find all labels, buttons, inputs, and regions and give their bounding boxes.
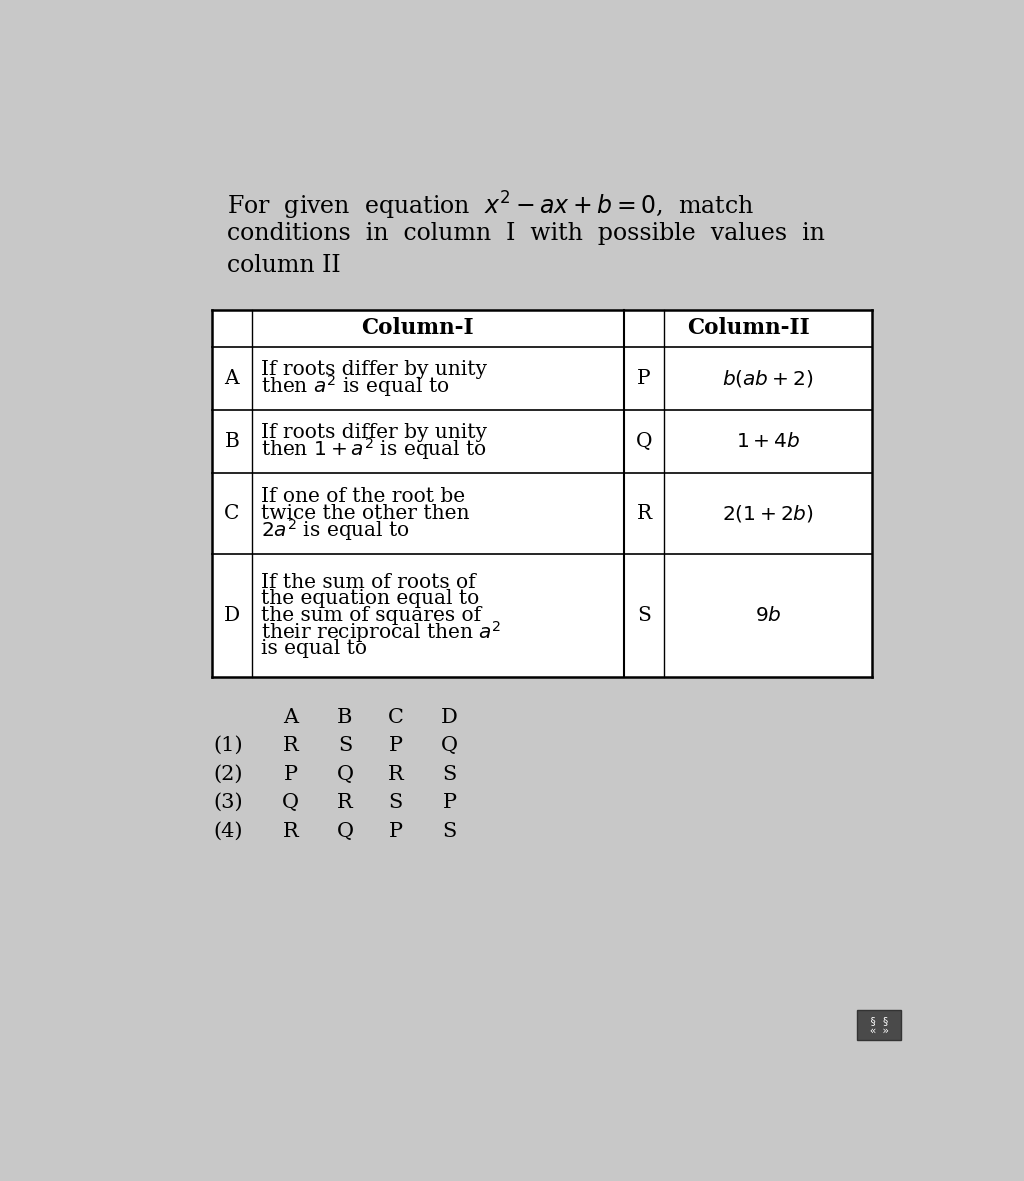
Text: R: R — [637, 504, 651, 523]
Text: D: D — [441, 707, 458, 726]
Text: Q: Q — [337, 764, 353, 784]
Text: « »: « » — [869, 1026, 889, 1036]
Text: Column-I: Column-I — [361, 317, 474, 339]
Text: the sum of squares of: the sum of squares of — [261, 606, 481, 625]
Text: R: R — [337, 794, 353, 813]
Text: twice the other then: twice the other then — [261, 504, 470, 523]
Text: the equation equal to: the equation equal to — [261, 589, 479, 608]
Text: $2(1+2b)$: $2(1+2b)$ — [722, 503, 814, 523]
Text: Q: Q — [636, 432, 652, 451]
Text: (3): (3) — [213, 794, 243, 813]
Text: If roots differ by unity: If roots differ by unity — [261, 360, 487, 379]
Text: R: R — [387, 764, 403, 784]
Text: then $1 + a^2$ is equal to: then $1 + a^2$ is equal to — [261, 437, 487, 463]
Text: P: P — [388, 822, 402, 841]
Text: B: B — [337, 707, 352, 726]
Text: A: A — [224, 368, 240, 387]
Text: Q: Q — [441, 736, 458, 755]
Text: P: P — [388, 736, 402, 755]
Text: S: S — [442, 822, 457, 841]
Text: $2a^2$ is equal to: $2a^2$ is equal to — [261, 517, 411, 543]
Text: P: P — [637, 368, 651, 387]
Text: column II: column II — [227, 254, 341, 278]
Text: is equal to: is equal to — [261, 639, 368, 658]
Text: D: D — [224, 606, 240, 625]
Text: Q: Q — [283, 794, 299, 813]
Text: Column-II: Column-II — [687, 317, 809, 339]
Text: P: P — [284, 764, 298, 784]
Text: P: P — [442, 794, 457, 813]
Text: For  given  equation  $x^2 - ax + b = 0$,  match: For given equation $x^2 - ax + b = 0$, m… — [227, 189, 755, 222]
Text: C: C — [224, 504, 240, 523]
Bar — [856, 1010, 901, 1039]
Text: C: C — [387, 707, 403, 726]
Text: A: A — [284, 707, 298, 726]
Text: S: S — [388, 794, 402, 813]
Text: R: R — [283, 736, 299, 755]
Text: Q: Q — [337, 822, 353, 841]
Text: If the sum of roots of: If the sum of roots of — [261, 573, 476, 592]
Text: their reciprocal then $a^2$: their reciprocal then $a^2$ — [261, 619, 502, 645]
Text: (4): (4) — [213, 822, 243, 841]
Text: If roots differ by unity: If roots differ by unity — [261, 424, 487, 443]
Text: $1+4b$: $1+4b$ — [736, 432, 800, 451]
Text: If one of the root be: If one of the root be — [261, 488, 466, 507]
Text: (2): (2) — [213, 764, 243, 784]
Text: § §: § § — [869, 1016, 889, 1026]
Text: S: S — [637, 606, 651, 625]
Text: S: S — [338, 736, 352, 755]
Bar — [212, 309, 872, 677]
Text: $b(ab+2)$: $b(ab+2)$ — [723, 367, 814, 389]
Text: B: B — [224, 432, 240, 451]
Text: R: R — [283, 822, 299, 841]
Text: S: S — [442, 764, 457, 784]
Text: conditions  in  column  I  with  possible  values  in: conditions in column I with possible val… — [227, 222, 825, 244]
Text: $9b$: $9b$ — [755, 606, 781, 625]
Text: (1): (1) — [213, 736, 243, 755]
Text: then $a^2$ is equal to: then $a^2$ is equal to — [261, 373, 450, 399]
